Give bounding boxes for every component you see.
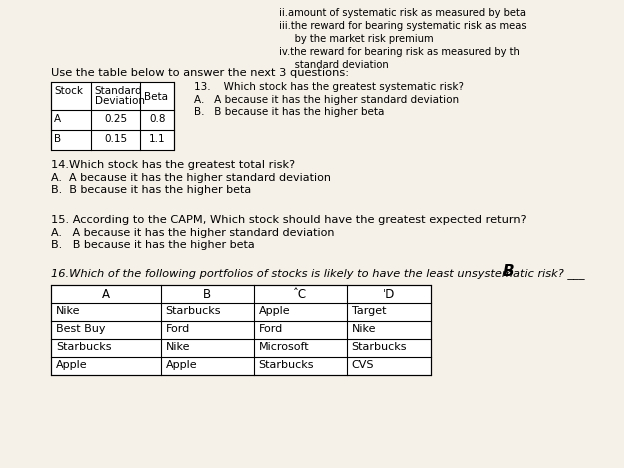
Text: B: B [203,288,211,301]
Text: ˈD: ˈD [383,288,395,301]
Text: Nike: Nike [352,324,376,334]
Text: B.   B because it has the higher beta: B. B because it has the higher beta [51,240,255,250]
Text: Standard: Standard [95,86,142,96]
Text: B: B [54,134,61,144]
Text: iv.the reward for bearing risk as measured by th: iv.the reward for bearing risk as measur… [279,47,520,57]
Text: Beta: Beta [144,92,168,102]
Text: Starbucks: Starbucks [259,360,314,370]
Text: standard deviation: standard deviation [279,60,389,70]
Text: CVS: CVS [352,360,374,370]
Text: B.  B because it has the higher beta: B. B because it has the higher beta [51,185,251,195]
Text: Stock: Stock [54,86,83,96]
Text: A.   A because it has the higher standard deviation: A. A because it has the higher standard … [195,95,459,105]
Text: A.  A because it has the higher standard deviation: A. A because it has the higher standard … [51,173,331,183]
Text: iii.the reward for bearing systematic risk as meas: iii.the reward for bearing systematic ri… [279,21,527,31]
Text: A.   A because it has the higher standard deviation: A. A because it has the higher standard … [51,228,334,238]
Text: Use the table below to answer the next 3 questions:: Use the table below to answer the next 3… [51,68,349,78]
Text: ˆC: ˆC [293,288,307,301]
Text: Nike: Nike [56,306,80,316]
Text: Ford: Ford [166,324,190,334]
Bar [51,285,431,375]
Text: Apple: Apple [166,360,197,370]
Text: Apple: Apple [56,360,87,370]
Bar [51,82,174,150]
Text: 14.Which stock has the greatest total risk?: 14.Which stock has the greatest total ri… [51,160,295,170]
Text: Starbucks: Starbucks [166,306,221,316]
Text: Deviation: Deviation [95,96,145,106]
Text: 0.15: 0.15 [104,134,127,144]
Text: 1.1: 1.1 [149,134,165,144]
Text: B.   B because it has the higher beta: B. B because it has the higher beta [195,107,385,117]
Text: Apple: Apple [259,306,290,316]
Text: B: B [503,264,515,279]
Text: Microsoft: Microsoft [259,342,310,352]
Text: by the market risk premium: by the market risk premium [279,34,434,44]
Text: Target: Target [352,306,386,316]
Text: 0.25: 0.25 [104,114,127,124]
Text: A: A [54,114,61,124]
Text: A: A [102,288,110,301]
Text: 0.8: 0.8 [149,114,165,124]
Text: ii.amount of systematic risk as measured by beta: ii.amount of systematic risk as measured… [279,8,526,18]
Text: Starbucks: Starbucks [352,342,407,352]
Text: 15. According to the CAPM, Which stock should have the greatest expected return?: 15. According to the CAPM, Which stock s… [51,215,526,225]
Text: Nike: Nike [166,342,190,352]
Text: Starbucks: Starbucks [56,342,111,352]
Text: Ford: Ford [259,324,283,334]
Text: 16.Which of the following portfolios of stocks is likely to have the least unsys: 16.Which of the following portfolios of … [51,268,584,279]
Text: 13.    Which stock has the greatest systematic risk?: 13. Which stock has the greatest systema… [195,82,464,92]
Text: Best Buy: Best Buy [56,324,105,334]
